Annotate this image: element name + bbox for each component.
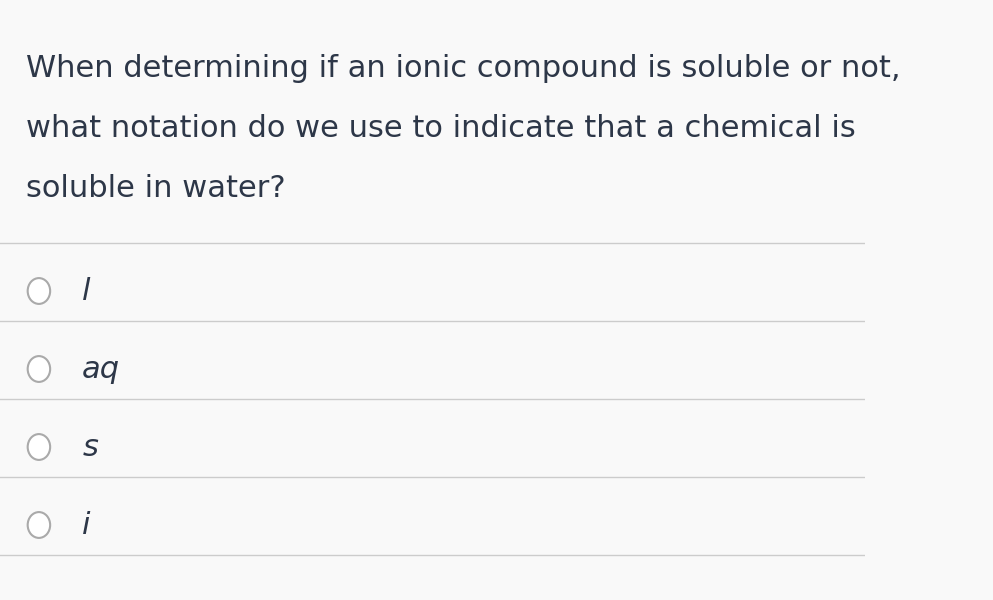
Text: what notation do we use to indicate that a chemical is: what notation do we use to indicate that… <box>26 114 856 143</box>
Ellipse shape <box>28 512 51 538</box>
Text: aq: aq <box>82 355 120 383</box>
Text: When determining if an ionic compound is soluble or not,: When determining if an ionic compound is… <box>26 54 901 83</box>
Ellipse shape <box>28 278 51 304</box>
Text: s: s <box>82 433 98 461</box>
Text: i: i <box>82 511 90 539</box>
Text: l: l <box>82 277 90 305</box>
Ellipse shape <box>28 356 51 382</box>
Text: soluble in water?: soluble in water? <box>26 174 286 203</box>
Ellipse shape <box>28 434 51 460</box>
